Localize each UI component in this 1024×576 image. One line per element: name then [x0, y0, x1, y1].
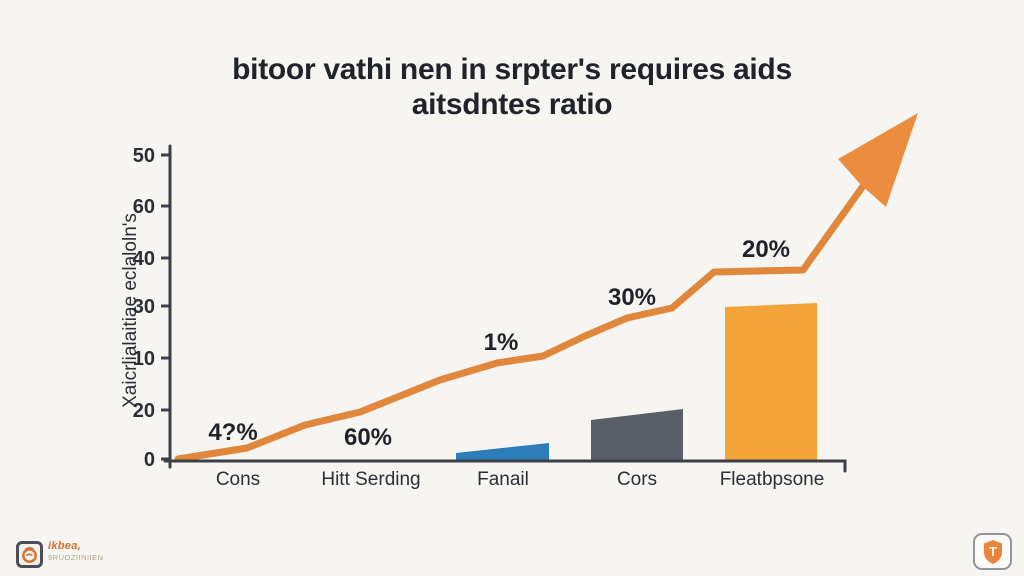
brand-text: ikbea, 9RUOZIINIIEN: [48, 541, 104, 562]
y-tick-label: 40: [133, 248, 155, 270]
y-tick-label: 0: [144, 449, 155, 471]
y-axis-title: Xaicrlialaitiae eclaloln's: [120, 213, 141, 408]
brand-logo: ikbea, 9RUOZIINIIEN: [16, 541, 104, 568]
data-label: 20%: [742, 236, 790, 263]
brand-subtitle: 9RUOZIINIIEN: [48, 553, 104, 562]
category-label-cors: Cors: [617, 469, 657, 490]
brand-name: ikbea,: [48, 540, 81, 552]
shield-icon: T: [983, 539, 1002, 564]
x-axis: [163, 459, 847, 473]
category-label-fanail: Fanail: [477, 469, 529, 490]
data-label: 30%: [608, 284, 656, 311]
trend-arrow-head-icon: [838, 113, 918, 207]
category-label-hitt-serding: Hitt Serding: [321, 469, 420, 490]
chart-title-line2: aitsdntes ratio: [411, 88, 613, 121]
category-label-fleatbpsone: Fleatbpsone: [720, 469, 825, 490]
chart-title: bitoor vathi nen in srpter's requires ai…: [0, 52, 1024, 122]
bar-fleatbpsone: [725, 303, 817, 461]
y-tick-label: 50: [133, 145, 155, 167]
y-tick-label: 10: [133, 348, 155, 370]
data-label: 1%: [484, 329, 519, 356]
y-tick-label: 30: [133, 296, 155, 318]
shield-glyph: T: [989, 544, 997, 559]
data-label: 60%: [344, 424, 392, 451]
trend-line: [174, 178, 870, 463]
data-label: 4?%: [208, 419, 257, 446]
bar-fanail: [456, 443, 549, 461]
bar-cors: [591, 409, 683, 461]
y-tick-label: 20: [133, 400, 155, 422]
shield-badge: T: [973, 533, 1012, 570]
brand-emblem-icon: [22, 547, 37, 563]
y-tick-label: 60: [133, 196, 155, 218]
category-label-cons: Cons: [216, 469, 260, 490]
chart-title-line1: bitoor vathi nen in srpter's requires ai…: [232, 53, 792, 86]
brand-badge: [16, 541, 43, 568]
